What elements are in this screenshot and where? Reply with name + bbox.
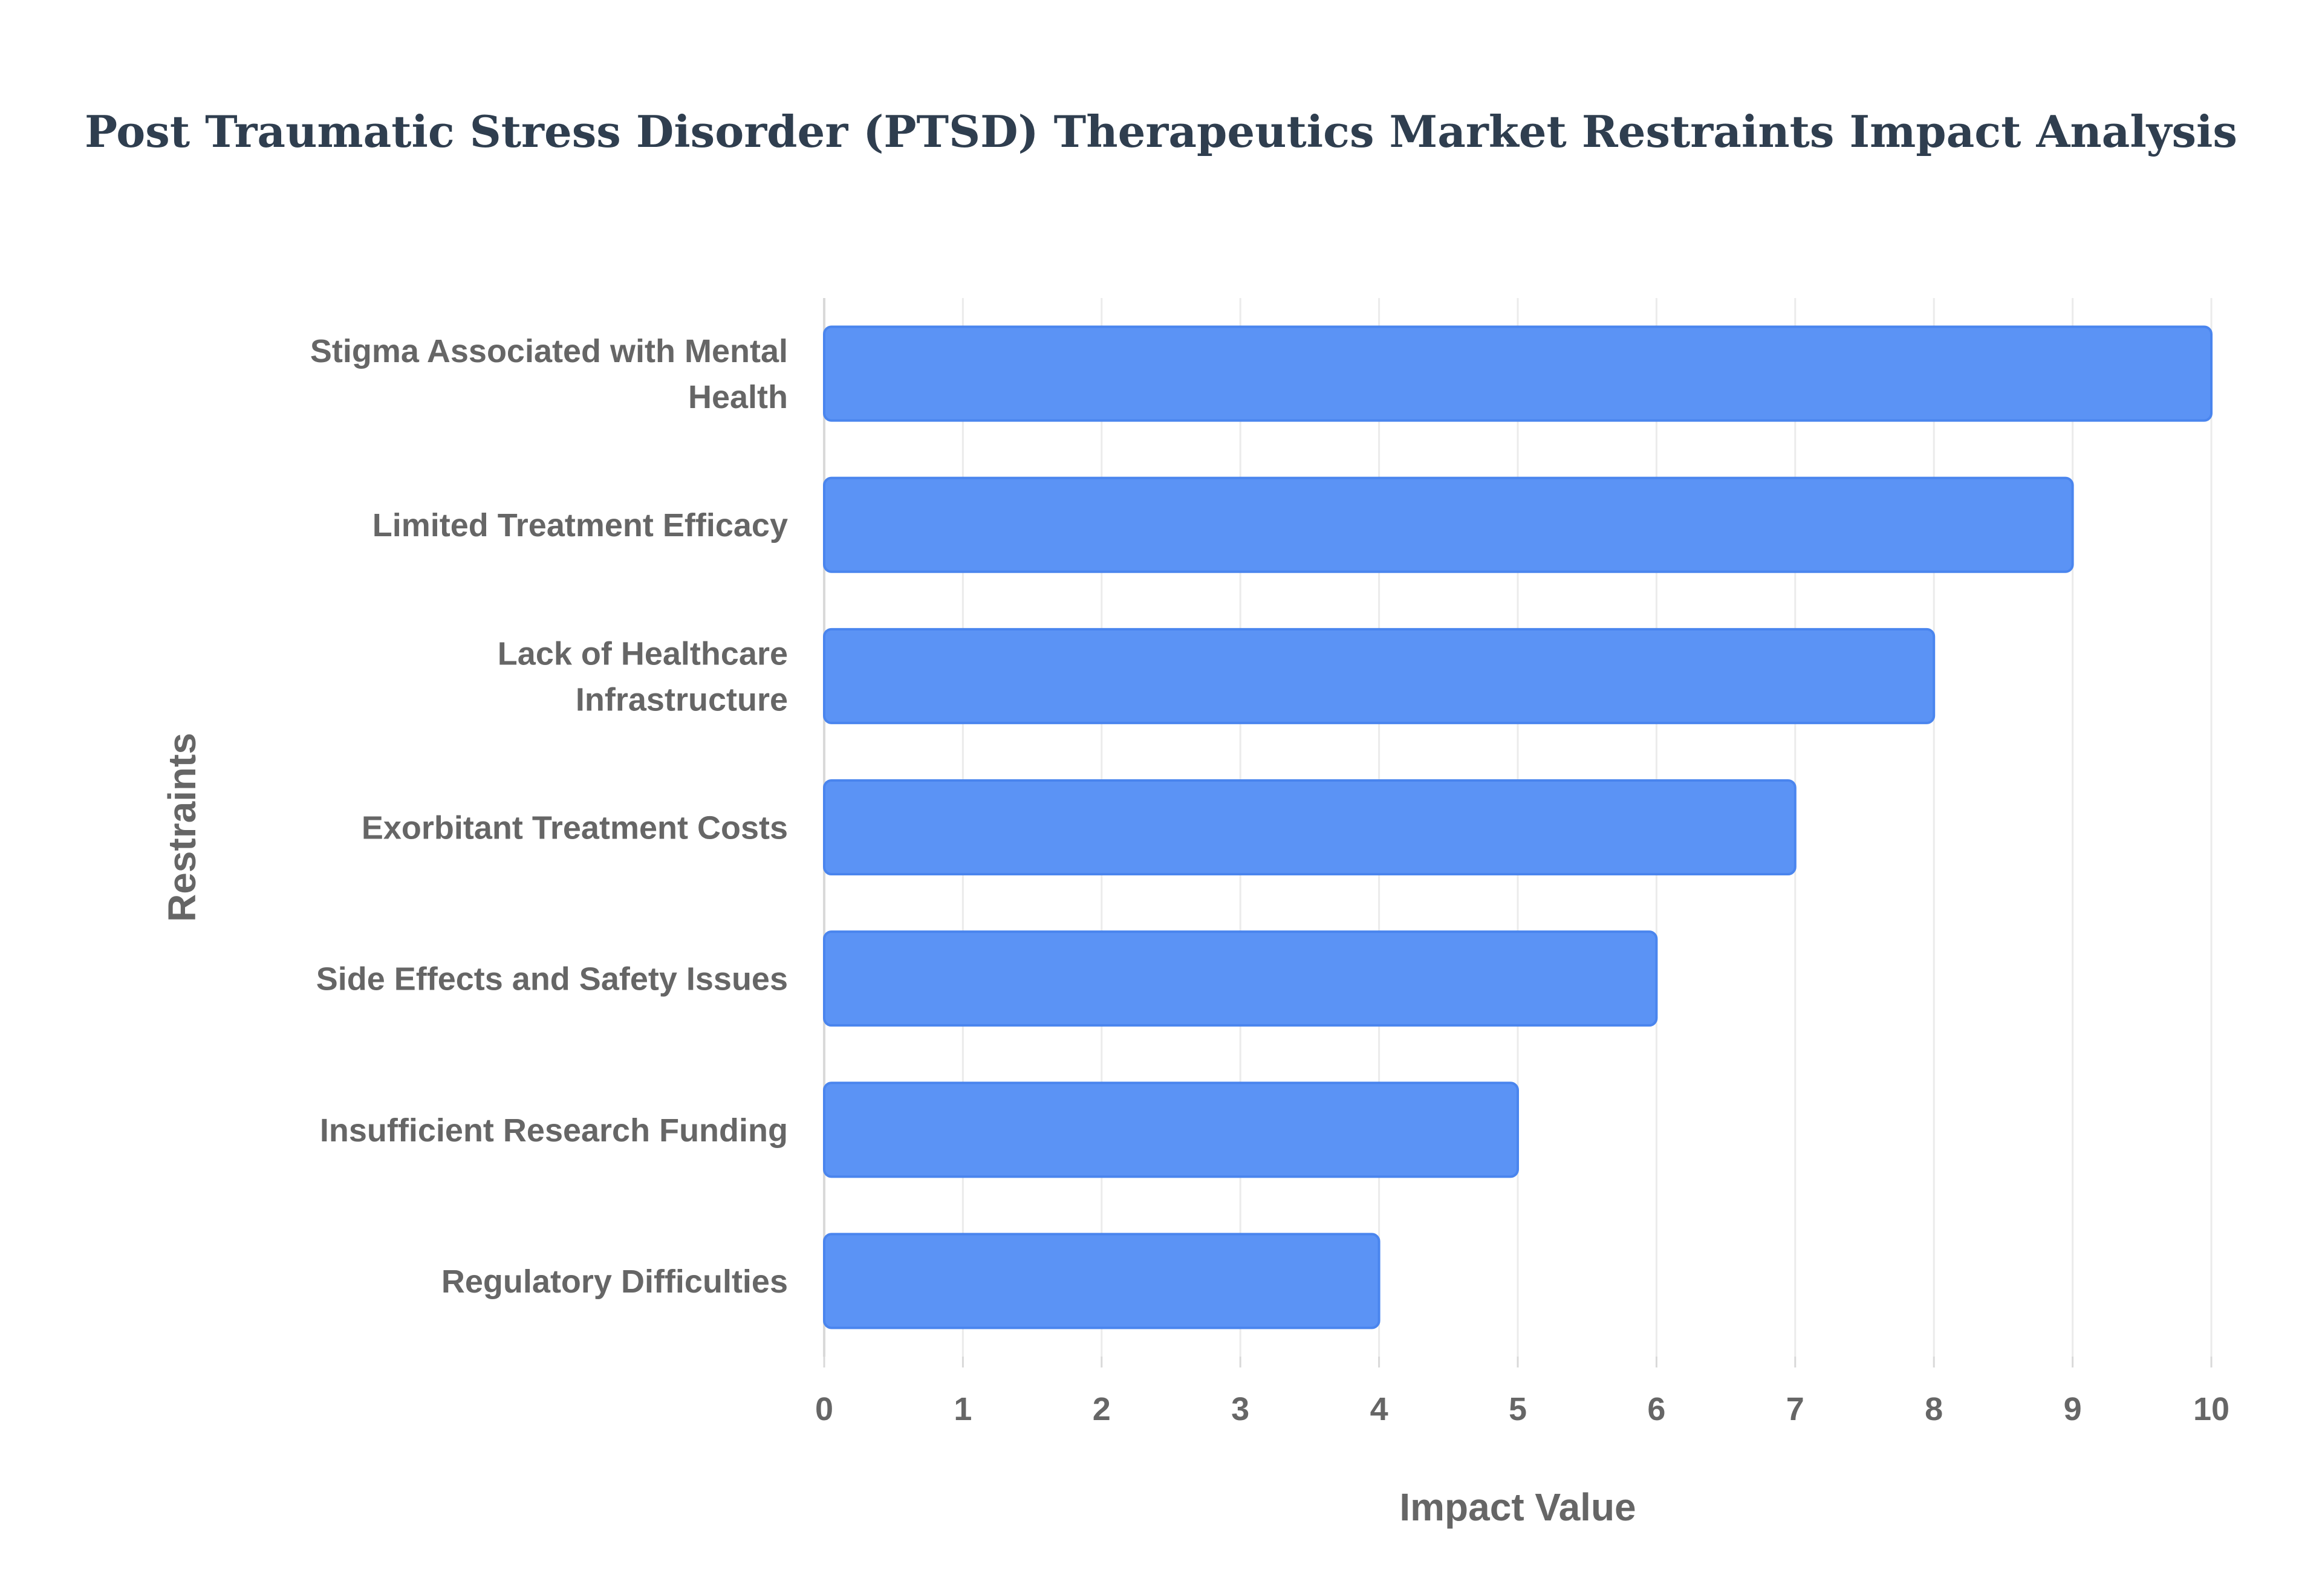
category-label: Regulatory Difficulties: [441, 1264, 788, 1300]
x-tick-label: 3: [1231, 1391, 1249, 1427]
x-tick-label: 10: [2193, 1391, 2229, 1427]
bar: [823, 930, 1658, 1027]
x-tick-label: 5: [1509, 1391, 1527, 1427]
x-tick-label: 0: [815, 1391, 833, 1427]
bar: [823, 476, 2074, 573]
bar: [823, 1082, 1519, 1178]
category-label: Lack of Healthcare Infrastructure: [498, 635, 788, 718]
category-label: Side Effects and Safety Issues: [316, 961, 788, 997]
category-label: Limited Treatment Efficacy: [372, 507, 788, 543]
x-tick-label: 4: [1370, 1391, 1388, 1427]
bar: [823, 779, 1797, 876]
category-label: Exorbitant Treatment Costs: [362, 810, 788, 846]
category-label: Stigma Associated with Mental Health: [310, 333, 788, 415]
x-tick-label: 2: [1093, 1391, 1111, 1427]
x-tick-label: 8: [1925, 1391, 1943, 1427]
category-labels: Stigma Associated with Mental Health Limit…: [310, 333, 788, 1300]
bars: [823, 325, 2213, 1329]
x-tick-label: 6: [1647, 1391, 1665, 1427]
x-tick-label: 9: [2064, 1391, 2082, 1427]
bar: [823, 628, 1936, 724]
x-tick-labels: 0 1 2 3 4 5 6 7 8 9 10: [815, 1391, 2229, 1427]
y-axis-title: Restraints: [160, 733, 204, 922]
bar: [823, 1233, 1381, 1329]
category-label: Insufficient Research Funding: [320, 1112, 788, 1149]
chart-title: Post Traumatic Stress Disorder (PTSD) Th…: [85, 106, 2237, 157]
x-tick-label: 7: [1786, 1391, 1804, 1427]
bar: [823, 325, 2213, 422]
x-axis-title: Impact Value: [1399, 1485, 1636, 1529]
x-tick-label: 1: [954, 1391, 972, 1427]
